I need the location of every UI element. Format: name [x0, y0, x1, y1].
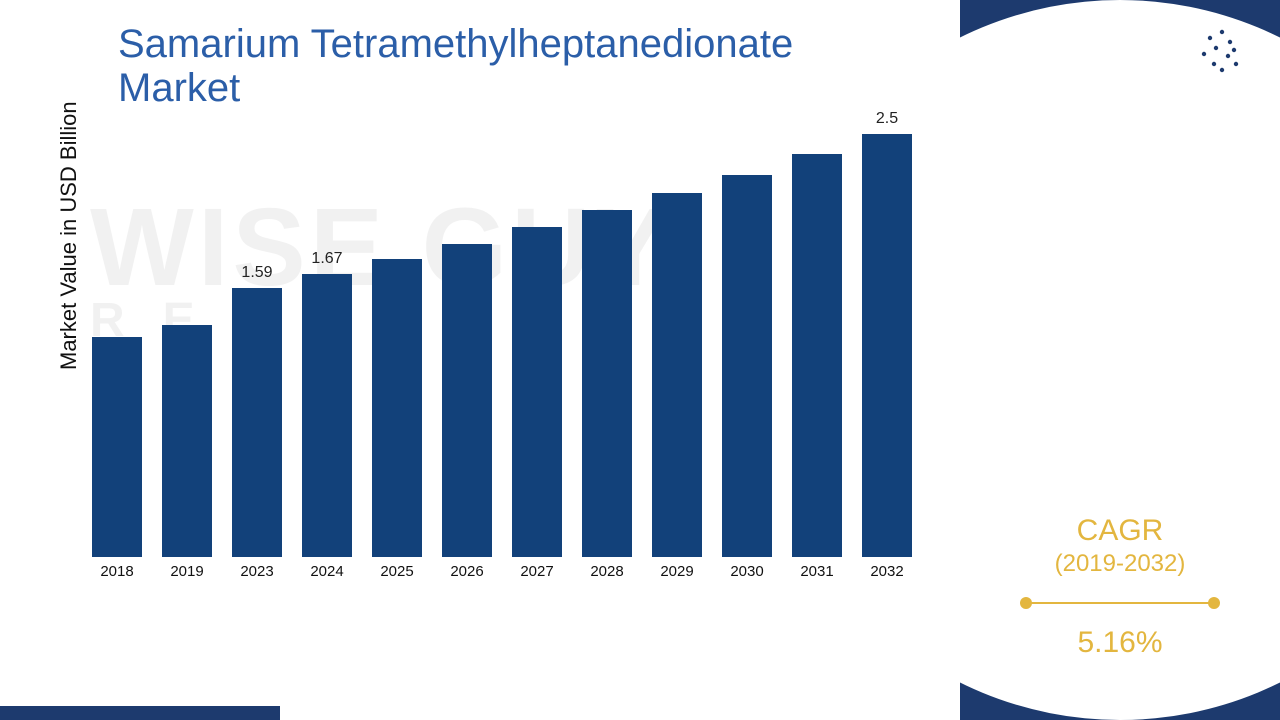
bar — [582, 210, 632, 557]
bar: 1.59 — [232, 288, 282, 557]
bottom-accent-bar — [0, 706, 280, 720]
x-axis-tick-label: 2030 — [730, 563, 763, 580]
cagr-box: CAGR (2019-2032) 5.16% — [1020, 514, 1220, 660]
bar-group: 2031 — [792, 154, 842, 580]
bar-group: 2026 — [442, 244, 492, 580]
bar — [792, 154, 842, 557]
bar-value-label: 2.5 — [876, 110, 898, 128]
bar-chart: 2018 2019 1.59 2023 1.67 2024 2025 2026 2027 2028… — [92, 140, 912, 610]
bar: 2.5 — [862, 134, 912, 557]
x-axis-tick-label: 2023 — [240, 563, 273, 580]
bar-group: 2029 — [652, 193, 702, 580]
bar — [162, 325, 212, 557]
bar — [652, 193, 702, 557]
x-axis-tick-label: 2025 — [380, 563, 413, 580]
cagr-period: (2019-2032) — [1020, 550, 1220, 578]
x-axis-tick-label: 2019 — [170, 563, 203, 580]
bar — [372, 259, 422, 557]
bar-group: 2.5 2032 — [862, 134, 912, 580]
chart-title: Samarium Tetramethylheptanedionate Marke… — [118, 22, 878, 110]
x-axis-tick-label: 2031 — [800, 563, 833, 580]
brain-head-icon — [1186, 14, 1256, 104]
bar — [722, 175, 772, 557]
bar-group: 2030 — [722, 175, 772, 580]
bar-value-label: 1.67 — [311, 250, 342, 268]
x-axis-tick-label: 2026 — [450, 563, 483, 580]
bar-group: 2018 — [92, 337, 142, 580]
x-axis-tick-label: 2028 — [590, 563, 623, 580]
x-axis-tick-label: 2018 — [100, 563, 133, 580]
cagr-label: CAGR — [1020, 514, 1220, 548]
bar — [442, 244, 492, 557]
bar-group: 2025 — [372, 259, 422, 580]
x-axis-tick-label: 2024 — [310, 563, 343, 580]
bar-group: 1.59 2023 — [232, 288, 282, 580]
cagr-value: 5.16% — [1020, 626, 1220, 660]
brand-logo: WISE GUY R E P O R T S — [990, 20, 1250, 90]
bar-group: 1.67 2024 — [302, 274, 352, 580]
bar-value-label: 1.59 — [241, 264, 272, 282]
y-axis-label: Market Value in USD Billion — [56, 101, 82, 370]
x-axis-tick-label: 2027 — [520, 563, 553, 580]
x-axis-tick-label: 2029 — [660, 563, 693, 580]
bar-group: 2019 — [162, 325, 212, 580]
report-graphic: WISE GUY R E P O R T S Samarium Tetramet… — [0, 0, 1280, 720]
bars-container: 2018 2019 1.59 2023 1.67 2024 2025 2026 2027 2028… — [92, 140, 912, 580]
bar: 1.67 — [302, 274, 352, 557]
bar — [92, 337, 142, 557]
cagr-divider — [1026, 602, 1214, 604]
bar-group: 2028 — [582, 210, 632, 580]
bar — [512, 227, 562, 557]
bar-group: 2027 — [512, 227, 562, 580]
x-axis-tick-label: 2032 — [870, 563, 903, 580]
